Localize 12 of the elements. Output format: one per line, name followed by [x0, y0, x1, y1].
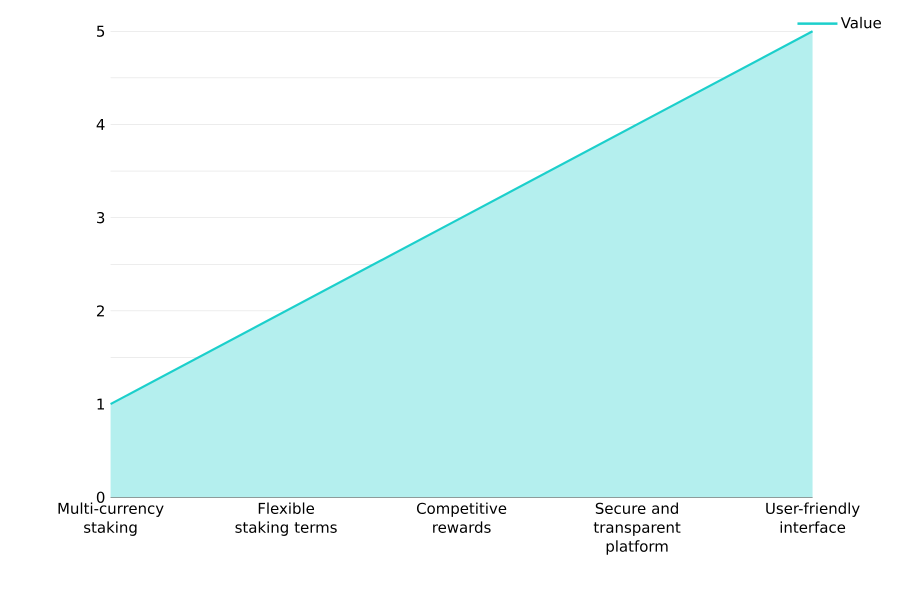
x-tick-label: User-friendly interface: [766, 502, 860, 533]
x-tick-label: Multi-currency staking: [58, 502, 164, 536]
y-tick-label: 1: [98, 398, 104, 410]
legend-label: Value: [840, 16, 881, 28]
x-tick-label: Flexible staking terms: [235, 502, 337, 536]
x-tick-label: Secure and transparent platform: [594, 502, 680, 555]
y-tick-label: 5: [97, 26, 104, 37]
y-tick-label: 2: [96, 305, 104, 316]
y-tick-label: 0: [96, 492, 104, 503]
y-tick-label: 3: [97, 212, 104, 224]
y-tick-label: 4: [96, 119, 105, 130]
x-tick-label: Competitive rewards: [416, 502, 506, 533]
